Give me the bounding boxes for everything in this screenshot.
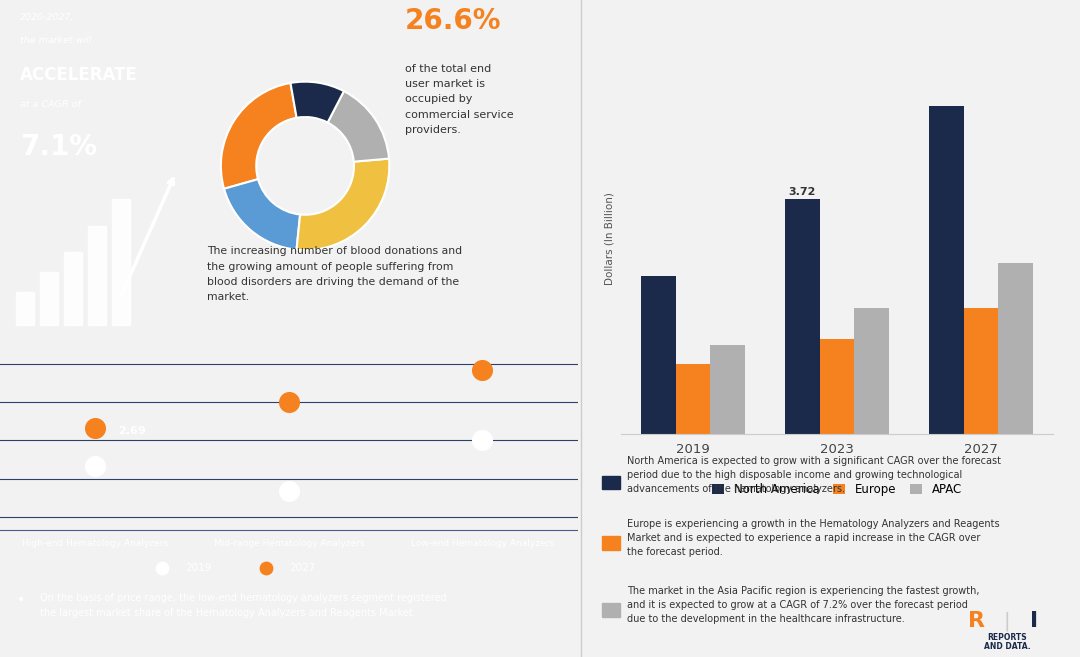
Point (86, 422, 104, 433)
Point (257, 562, 274, 573)
Wedge shape (297, 158, 389, 250)
Wedge shape (291, 81, 343, 122)
Text: The market in the Asia Pacific region is experiencing the fastest growth,
and it: The market in the Asia Pacific region is… (627, 585, 980, 623)
Y-axis label: Dollars (In Billion): Dollars (In Billion) (604, 192, 615, 284)
FancyBboxPatch shape (112, 199, 130, 325)
FancyBboxPatch shape (16, 292, 33, 325)
Text: Europe is experiencing a growth in the Hematology Analyzers and Reagents
Market : Europe is experiencing a growth in the H… (627, 518, 1000, 556)
Text: of the total end
user market is
occupied by
commercial service
providers.: of the total end user market is occupied… (405, 64, 514, 135)
Wedge shape (327, 91, 389, 162)
Point (281, 486, 298, 497)
Text: High-end Hematology Analyzers: High-end Hematology Analyzers (23, 539, 168, 548)
Text: ACCELERATE: ACCELERATE (21, 66, 138, 84)
Bar (963, 307, 998, 434)
Bar (602, 536, 620, 550)
Text: Mid-range Hematology Analyzers: Mid-range Hematology Analyzers (214, 539, 364, 548)
Bar (785, 199, 820, 434)
Bar (602, 476, 620, 489)
Text: I: I (1030, 611, 1039, 631)
Bar (602, 603, 620, 617)
Point (281, 397, 298, 407)
Bar (711, 346, 745, 434)
FancyBboxPatch shape (87, 225, 106, 325)
Point (474, 365, 491, 376)
Text: Low-end Hematology Analyzers: Low-end Hematology Analyzers (411, 539, 554, 548)
Bar (642, 276, 676, 434)
Text: 26.6%: 26.6% (405, 7, 501, 35)
Text: R: R (968, 611, 985, 631)
FancyBboxPatch shape (40, 272, 58, 325)
Bar (998, 263, 1032, 434)
Wedge shape (221, 83, 297, 189)
FancyBboxPatch shape (64, 252, 82, 325)
Text: the market will: the market will (21, 37, 92, 45)
Text: On the basis of price range, the low-end hematology analyzers segment registered: On the basis of price range, the low-end… (40, 593, 447, 618)
Text: REPORTS: REPORTS (987, 633, 1027, 642)
Text: |: | (1003, 611, 1011, 631)
Text: •: • (17, 593, 26, 607)
Text: The increasing number of blood donations and
the growing amount of people suffer: The increasing number of blood donations… (207, 246, 462, 302)
Text: 2020-2027,: 2020-2027, (21, 13, 75, 22)
Bar (676, 364, 711, 434)
Text: 7.1%: 7.1% (21, 133, 97, 161)
Text: 2027: 2027 (289, 563, 315, 573)
Bar (854, 307, 889, 434)
Point (153, 562, 171, 573)
Point (86, 461, 104, 471)
Legend: North America, Europe, APAC: North America, Europe, APAC (707, 478, 967, 501)
Text: 3.72: 3.72 (788, 187, 816, 197)
Text: North America is expected to grow with a significant CAGR over the forecast
peri: North America is expected to grow with a… (627, 456, 1001, 494)
Point (474, 435, 491, 445)
Text: AND DATA.: AND DATA. (984, 642, 1030, 651)
Bar (929, 106, 963, 434)
Wedge shape (224, 179, 300, 250)
Text: at a CAGR of: at a CAGR of (21, 99, 81, 108)
Text: 2019: 2019 (185, 563, 212, 573)
Bar (820, 339, 854, 434)
Text: 2.69: 2.69 (119, 426, 146, 436)
